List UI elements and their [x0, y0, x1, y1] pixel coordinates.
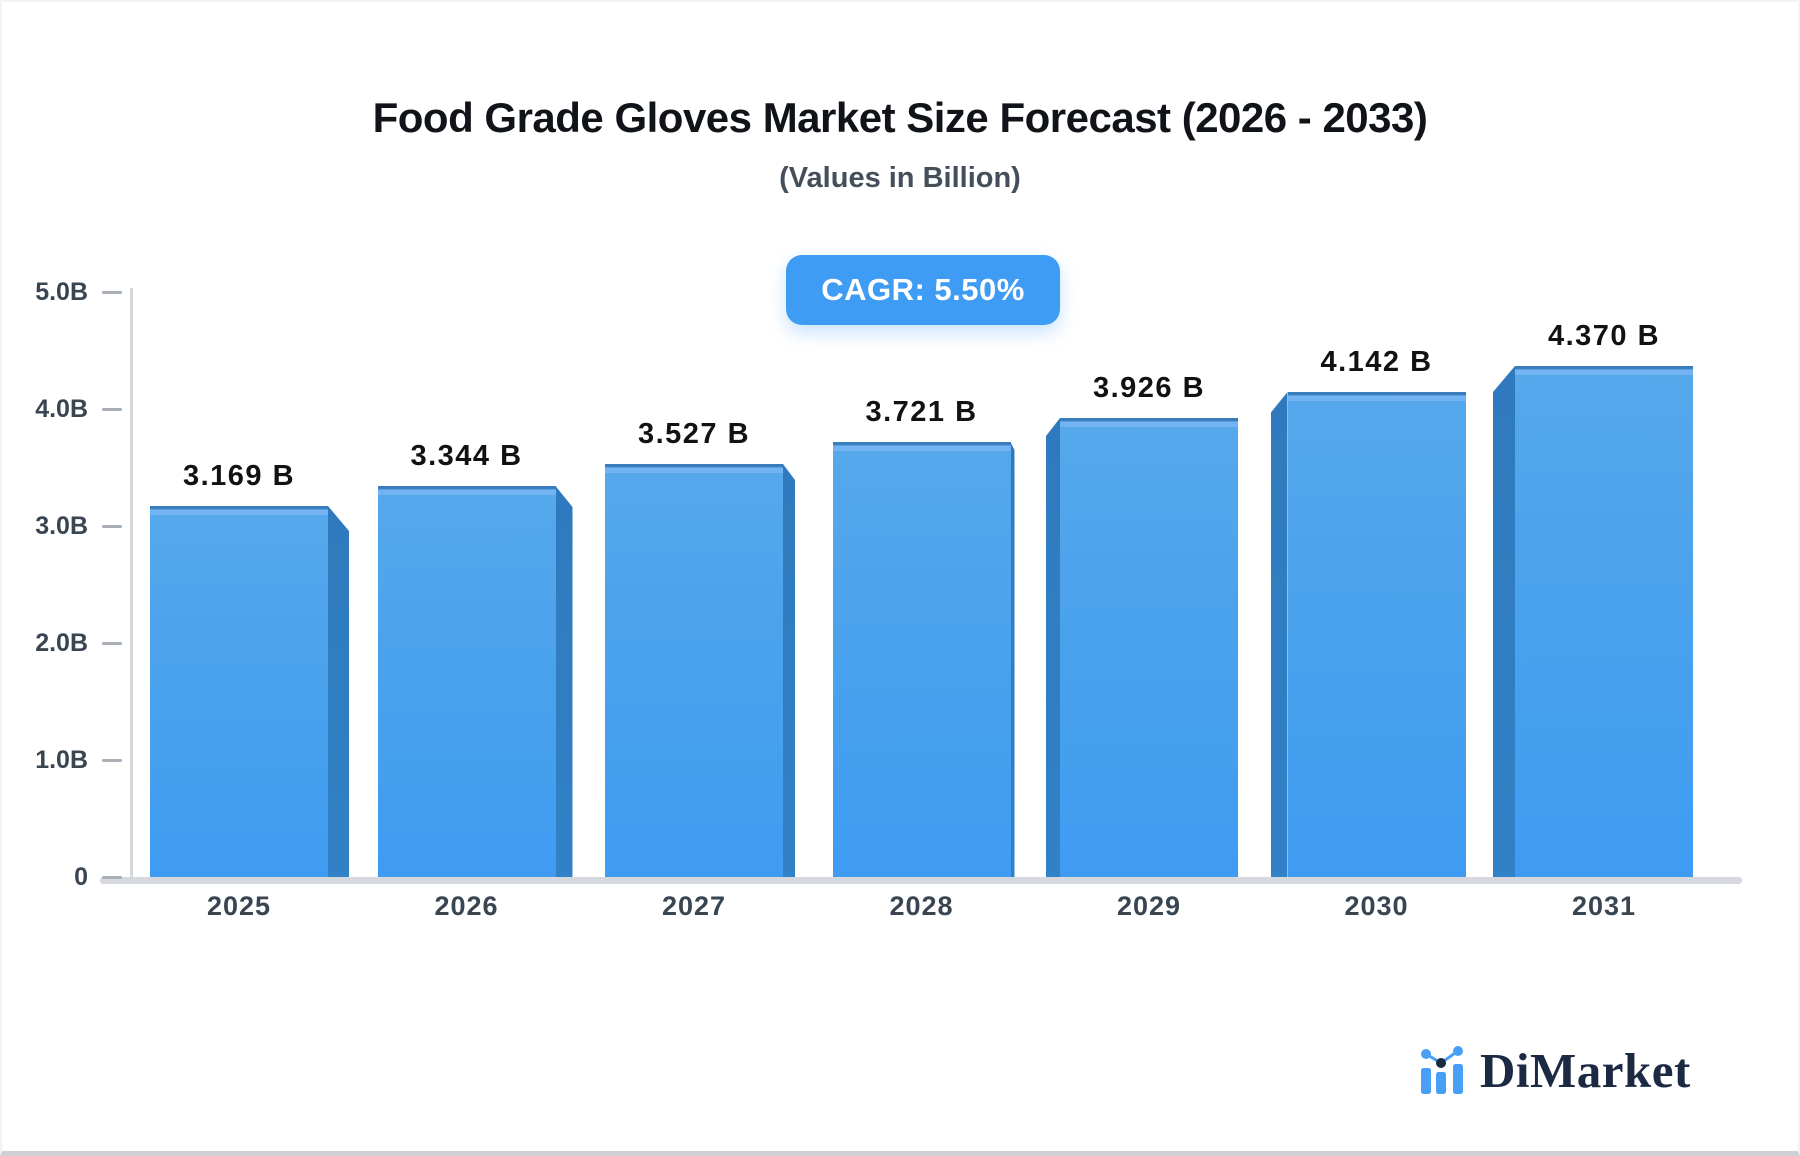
value-label-2029: 3.926 B [1092, 372, 1206, 404]
bar-side-face-2029 [1046, 418, 1060, 877]
bar-2029 [1060, 418, 1238, 877]
x-tick-label-2026: 2026 [434, 891, 499, 921]
value-label-2030: 4.142 B [1320, 346, 1433, 378]
bar-2030 [1287, 392, 1466, 877]
cagr-badge: CAGR: 5.50% [786, 255, 1060, 325]
y-tick-mark [102, 408, 122, 411]
y-tick-label: 5.0B [35, 278, 88, 306]
y-tick-label: 4.0B [35, 395, 88, 423]
bar-side-face-2030 [1270, 392, 1288, 877]
x-tick-label-2028: 2028 [889, 891, 954, 921]
x-tick-label-2027: 2027 [661, 891, 727, 921]
bar-top-highlight [1515, 366, 1693, 375]
x-tick-label-2031: 2031 [1571, 891, 1637, 921]
y-axis-line [130, 288, 133, 877]
bar-2028 [832, 442, 1011, 877]
bar-2025 [150, 506, 328, 877]
bar-side-face-2025 [328, 506, 349, 877]
bar-side-face-2026 [555, 486, 573, 877]
bar-top-highlight [605, 464, 783, 473]
x-tick-label-2030: 2030 [1344, 891, 1409, 921]
y-tick-label: 2.0B [35, 629, 88, 657]
mini-bar-chart-icon [1421, 1046, 1463, 1094]
bar-top-highlight [1060, 418, 1238, 427]
dimarket-logo-text: DiMarket [1480, 1042, 1691, 1098]
value-label-2026: 3.344 B [410, 440, 523, 472]
bar-side-face-2028 [1010, 442, 1015, 877]
y-tick-label: 0 [74, 863, 88, 891]
x-axis-baseline [100, 877, 1742, 884]
chart-subtitle: (Values in Billion) [779, 162, 1021, 194]
bar-top-highlight [1287, 392, 1466, 401]
y-tick-label: 3.0B [35, 512, 88, 540]
y-tick-label: 1.0B [35, 746, 88, 774]
bar-2027 [605, 464, 783, 877]
value-label-2031: 4.370 B [1547, 320, 1661, 352]
bar-2031 [1515, 366, 1693, 877]
bar-side-face-2031 [1493, 366, 1515, 877]
y-tick-mark [102, 642, 122, 645]
value-label-2027: 3.527 B [637, 418, 751, 450]
bar-top-highlight [832, 442, 1011, 451]
bar-top-highlight [377, 486, 556, 495]
chart-title: Food Grade Gloves Market Size Forecast (… [372, 94, 1428, 141]
value-label-2028: 3.721 B [865, 396, 978, 428]
dimarket-logo: DiMarket [1420, 1040, 1691, 1100]
bar-top-highlight [150, 506, 328, 515]
x-tick-label-2025: 2025 [206, 891, 272, 921]
y-tick-mark [102, 525, 122, 528]
y-tick-mark [102, 291, 122, 294]
y-tick-mark [102, 759, 122, 762]
bar-2026 [377, 486, 556, 877]
x-tick-label-2029: 2029 [1116, 891, 1182, 921]
value-label-2025: 3.169 B [182, 460, 296, 492]
y-tick-mark [102, 876, 122, 879]
bar-side-face-2027 [783, 464, 795, 877]
